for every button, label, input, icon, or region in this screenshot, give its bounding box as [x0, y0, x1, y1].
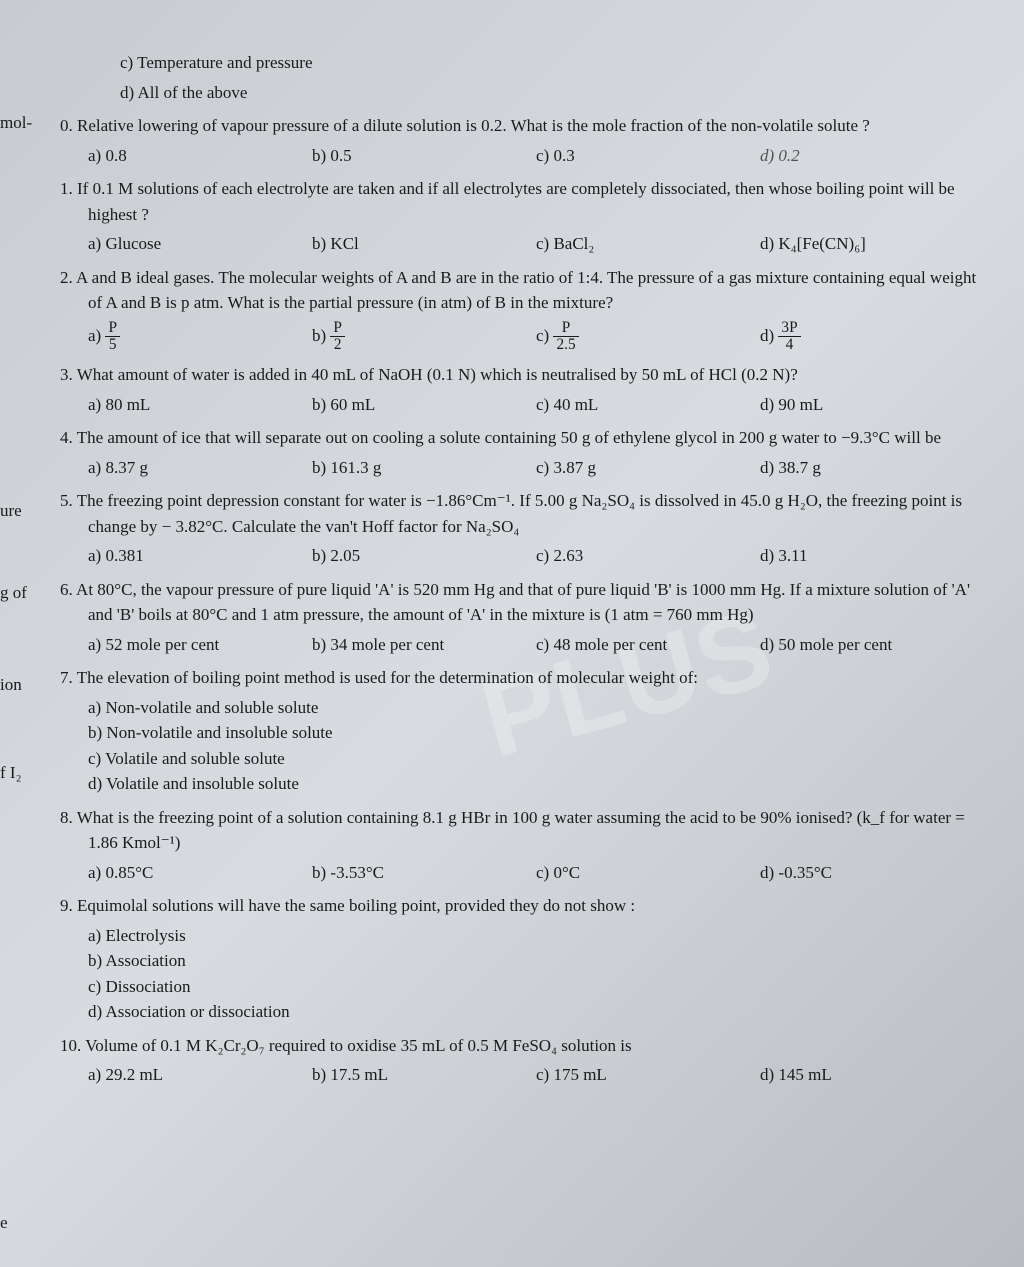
q6-text: 6. At 80°C, the vapour pressure of pure …	[60, 577, 984, 628]
q9-text: 9. Equimolal solutions will have the sam…	[60, 893, 984, 919]
q5-opt-b: b) 2.05	[312, 543, 536, 569]
q3-opt-c: c) 40 mL	[536, 392, 760, 418]
q4-text: 4. The amount of ice that will separate …	[60, 425, 984, 451]
question-8: 8. What is the freezing point of a solut…	[60, 805, 984, 886]
q5-text: 5. The freezing point depression constan…	[60, 488, 984, 539]
question-5: 5. The freezing point depression constan…	[60, 488, 984, 569]
margin-fi2: f I₂	[0, 760, 22, 786]
q2-c-den: 2.5	[553, 337, 578, 354]
q5-opt-c: c) 2.63	[536, 543, 760, 569]
question-7: 7. The elevation of boiling point method…	[60, 665, 984, 797]
q9-opt-a: a) Electrolysis	[88, 923, 984, 949]
margin-e: e	[0, 1210, 8, 1236]
q2-b-num: P	[330, 320, 345, 338]
q0-opt-b: b) 0.5	[312, 143, 536, 169]
q7-text: 7. The elevation of boiling point method…	[60, 665, 984, 691]
q2-d-den: 4	[778, 337, 800, 354]
q0-text: 0. Relative lowering of vapour pressure …	[60, 113, 984, 139]
q7-opt-b: b) Non-volatile and insoluble solute	[88, 720, 984, 746]
question-9: 9. Equimolal solutions will have the sam…	[60, 893, 984, 1025]
q3-opt-d: d) 90 mL	[760, 392, 984, 418]
q5-opt-d: d) 3.11	[760, 543, 984, 569]
q0-opt-a: a) 0.8	[88, 143, 312, 169]
q1-opt-a: a) Glucose	[88, 231, 312, 257]
pre-opt-d: d) All of the above	[60, 80, 984, 106]
q2-b-pre: b)	[312, 326, 330, 345]
q4-opt-b: b) 161.3 g	[312, 455, 536, 481]
q2-c-pre: c)	[536, 326, 553, 345]
q2-opt-d: d) 3P 4	[760, 320, 984, 355]
q2-opt-c: c) P 2.5	[536, 320, 760, 355]
pre-options: c) Temperature and pressure d) All of th…	[60, 50, 984, 105]
exam-page: mol- ure g of ion f I₂ e c) Temperature …	[60, 50, 984, 1088]
q2-d-pre: d)	[760, 326, 778, 345]
question-6: 6. At 80°C, the vapour pressure of pure …	[60, 577, 984, 658]
margin-ure: ure	[0, 498, 22, 524]
q10-opt-b: b) 17.5 mL	[312, 1062, 536, 1088]
q7-opt-d: d) Volatile and insoluble solute	[88, 771, 984, 797]
q3-opt-a: a) 80 mL	[88, 392, 312, 418]
q2-d-num: 3P	[778, 320, 800, 338]
question-3: 3. What amount of water is added in 40 m…	[60, 362, 984, 417]
q1-opt-d: d) K₄[Fe(CN)₆]	[760, 231, 984, 257]
q8-opt-b: b) -3.53°C	[312, 860, 536, 886]
q8-text: 8. What is the freezing point of a solut…	[60, 805, 984, 856]
q2-c-num: P	[553, 320, 578, 338]
q2-a-frac: P 5	[105, 320, 120, 355]
q10-opt-a: a) 29.2 mL	[88, 1062, 312, 1088]
q9-opt-c: c) Dissociation	[88, 974, 984, 1000]
q10-opt-c: c) 175 mL	[536, 1062, 760, 1088]
q9-opt-b: b) Association	[88, 948, 984, 974]
q4-opt-a: a) 8.37 g	[88, 455, 312, 481]
q2-a-pre: a)	[88, 326, 105, 345]
q1-opt-b: b) KCl	[312, 231, 536, 257]
q0-opt-c: c) 0.3	[536, 143, 760, 169]
margin-ion: ion	[0, 672, 22, 698]
q2-a-num: P	[105, 320, 120, 338]
question-0: 0. Relative lowering of vapour pressure …	[60, 113, 984, 168]
q10-text: 10. Volume of 0.1 M K₂Cr₂O₇ required to …	[60, 1033, 984, 1059]
q8-opt-c: c) 0°C	[536, 860, 760, 886]
margin-gof: g of	[0, 580, 27, 606]
q9-opt-d: d) Association or dissociation	[88, 999, 984, 1025]
q10-opt-d: d) 145 mL	[760, 1062, 984, 1088]
q1-text: 1. If 0.1 M solutions of each electrolyt…	[60, 176, 984, 227]
question-10: 10. Volume of 0.1 M K₂Cr₂O₇ required to …	[60, 1033, 984, 1088]
q2-opt-b: b) P 2	[312, 320, 536, 355]
q6-opt-b: b) 34 mole per cent	[312, 632, 536, 658]
q6-opt-d: d) 50 mole per cent	[760, 632, 984, 658]
margin-mol: mol-	[0, 110, 32, 136]
q6-opt-a: a) 52 mole per cent	[88, 632, 312, 658]
q4-opt-c: c) 3.87 g	[536, 455, 760, 481]
q0-opt-d: d) 0.2	[760, 143, 984, 169]
q8-opt-a: a) 0.85°C	[88, 860, 312, 886]
question-2: 2. A and B ideal gases. The molecular we…	[60, 265, 984, 355]
q2-b-den: 2	[330, 337, 345, 354]
q1-opt-c: c) BaCl₂	[536, 231, 760, 257]
q8-opt-d: d) -0.35°C	[760, 860, 984, 886]
q2-opt-a: a) P 5	[88, 320, 312, 355]
q3-text: 3. What amount of water is added in 40 m…	[60, 362, 984, 388]
q6-opt-c: c) 48 mole per cent	[536, 632, 760, 658]
q4-opt-d: d) 38.7 g	[760, 455, 984, 481]
question-4: 4. The amount of ice that will separate …	[60, 425, 984, 480]
question-1: 1. If 0.1 M solutions of each electrolyt…	[60, 176, 984, 257]
pre-opt-c: c) Temperature and pressure	[60, 50, 984, 76]
q2-d-frac: 3P 4	[778, 320, 800, 355]
q3-opt-b: b) 60 mL	[312, 392, 536, 418]
q7-opt-a: a) Non-volatile and soluble solute	[88, 695, 984, 721]
q2-b-frac: P 2	[330, 320, 345, 355]
q2-c-frac: P 2.5	[553, 320, 578, 355]
q2-a-den: 5	[105, 337, 120, 354]
q0-scribble: d) 0.2	[760, 143, 800, 169]
q7-opt-c: c) Volatile and soluble solute	[88, 746, 984, 772]
q5-opt-a: a) 0.381	[88, 543, 312, 569]
q2-text: 2. A and B ideal gases. The molecular we…	[60, 265, 984, 316]
